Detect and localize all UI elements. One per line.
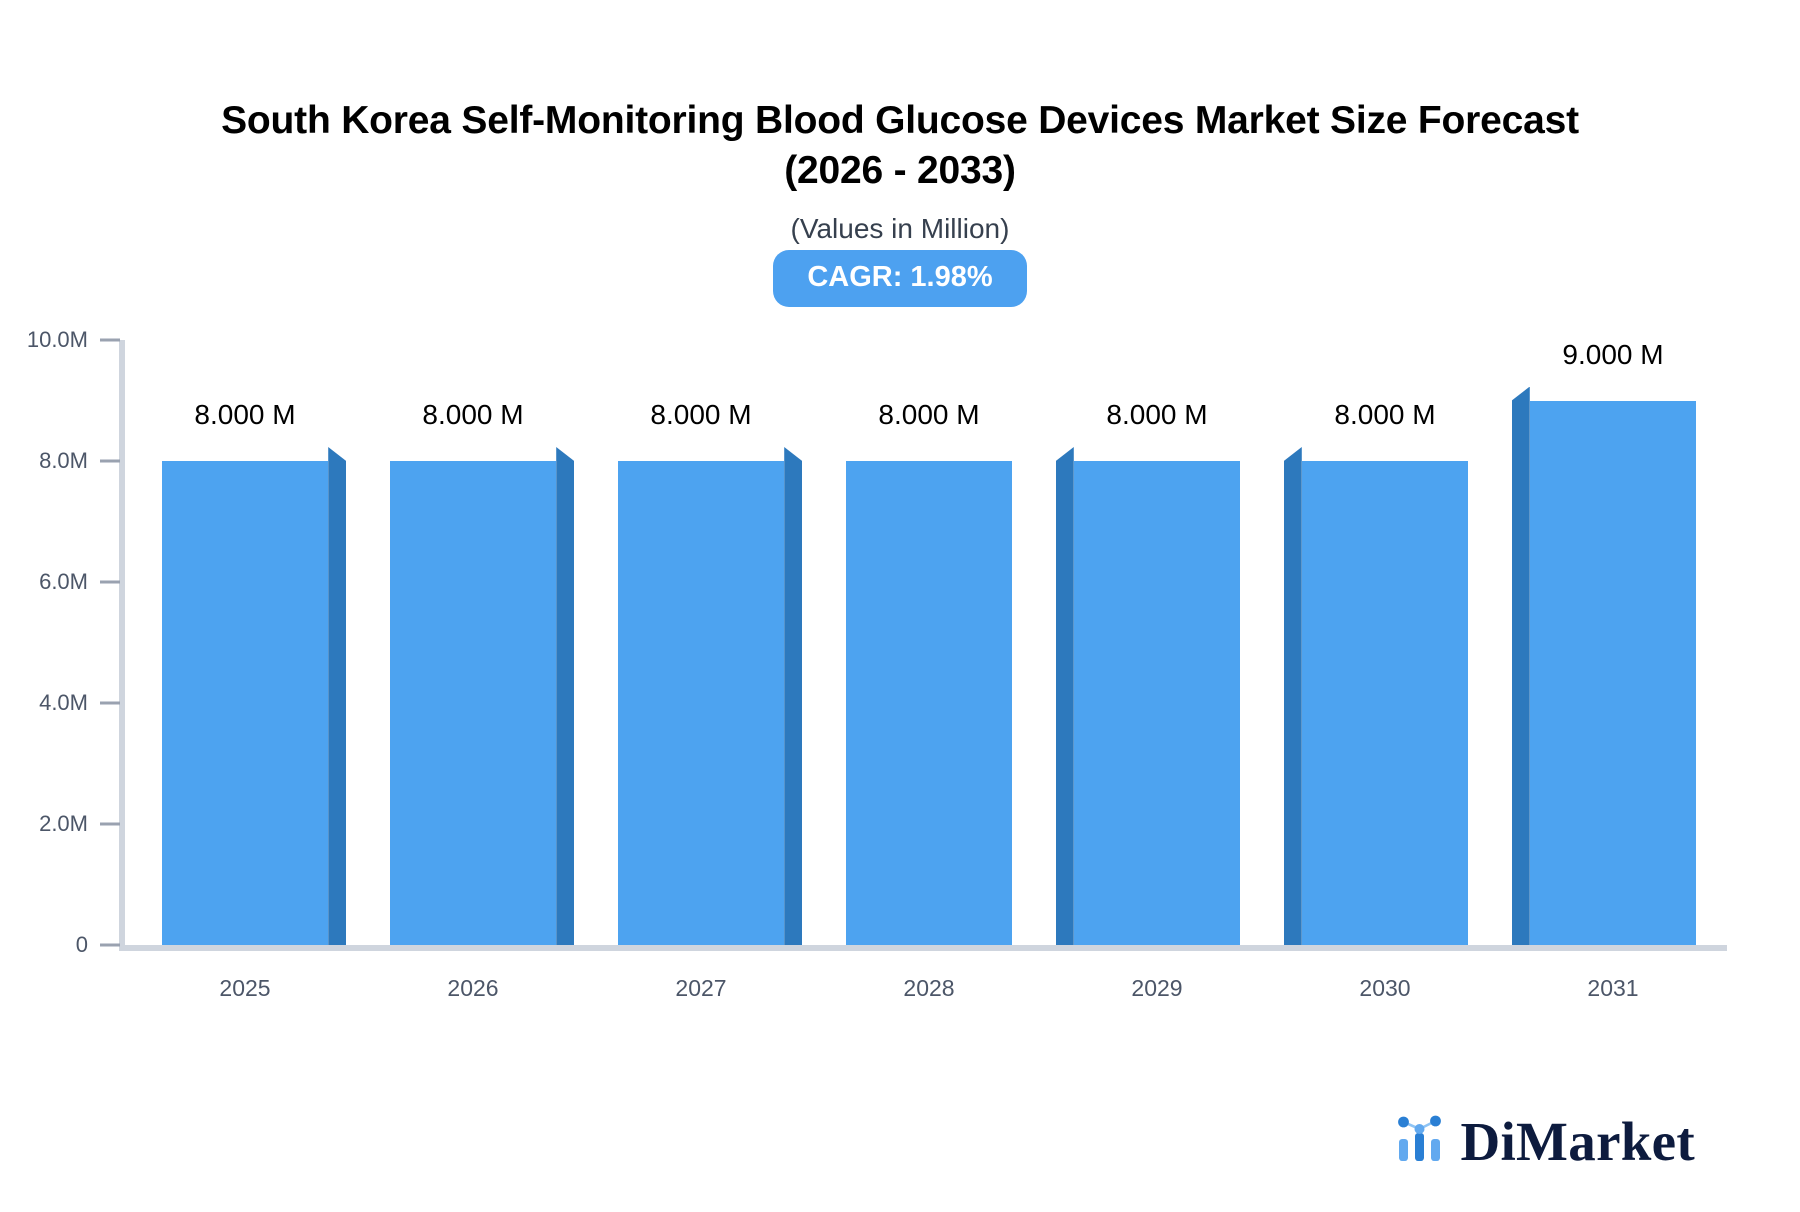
y-axis-tick-mark: [100, 822, 120, 826]
bar-value-label: 8.000 M: [650, 399, 752, 430]
bar-front-face: [389, 461, 557, 945]
brand-logo: DiMarket: [1395, 1113, 1695, 1170]
bar-value-label: 8.000 M: [194, 399, 296, 430]
chart-title: South Korea Self-Monitoring Blood Glucos…: [221, 99, 1579, 192]
bar-value-label: 8.000 M: [1106, 399, 1208, 430]
chart-header: South Korea Self-Monitoring Blood Glucos…: [120, 96, 1680, 307]
bar-side-face: [328, 447, 347, 945]
bar-front-face: [161, 461, 329, 945]
chart-subtitle: (Values in Million): [790, 212, 1010, 244]
x-axis-tick-label: 2030: [1359, 975, 1411, 1001]
bar-2025[interactable]: [144, 447, 347, 945]
y-axis-tick-mark: [100, 580, 120, 584]
x-axis-tick-label: 2026: [447, 975, 499, 1001]
bar-2026[interactable]: [372, 447, 575, 945]
cagr-badge[interactable]: CAGR: 1.98%: [773, 250, 1027, 307]
y-axis-tick-mark: [100, 459, 120, 463]
bar-side-face: [1283, 447, 1302, 945]
bar-2029[interactable]: [1055, 447, 1258, 945]
bar-front-face: [845, 461, 1013, 945]
bar-value-label: 9.000 M: [1562, 338, 1664, 370]
bar-value-label: 8.000 M: [422, 399, 524, 430]
bar-2028[interactable]: [828, 447, 1030, 945]
bar-side-face: [1511, 386, 1530, 945]
bar-front-face: [617, 461, 785, 945]
bar-front-face: [1301, 461, 1469, 945]
bar-side-face: [1055, 447, 1074, 945]
bar-side-face: [784, 447, 803, 945]
y-axis-tick-label: 0: [75, 932, 88, 957]
bar-front-face: [1073, 461, 1241, 945]
x-axis-tick-label: 2031: [1587, 975, 1639, 1001]
bar-value-label: 8.000 M: [1334, 399, 1436, 430]
y-axis-tick-label: 10.0M: [26, 327, 88, 352]
cagr-badge-container: CAGR: 1.98%: [120, 250, 1680, 307]
x-axis-tick-label: 2028: [903, 975, 955, 1001]
bar-value-label: 8.000 M: [878, 399, 980, 430]
bar-side-face: [556, 447, 575, 945]
bar-2030[interactable]: [1283, 447, 1486, 945]
y-axis-tick-label: 6.0M: [39, 569, 88, 594]
y-axis-line: [119, 340, 125, 951]
y-axis-tick-label: 4.0M: [39, 690, 88, 715]
y-axis-tick-mark: [100, 943, 120, 947]
x-axis-line: [119, 945, 1727, 951]
y-axis-tick-label: 8.0M: [39, 448, 88, 473]
x-axis-tick-label: 2027: [675, 975, 727, 1001]
y-axis-tick-label: 2.0M: [39, 811, 88, 836]
logo-text: DiMarket: [1460, 1111, 1695, 1172]
x-axis-tick-label: 2029: [1131, 975, 1183, 1001]
y-axis-tick-mark: [100, 701, 120, 705]
bar-front-face: [1529, 400, 1697, 945]
bar-2031[interactable]: [1511, 386, 1714, 945]
bar-chart-dots-icon: [1395, 1113, 1447, 1170]
bar-2027[interactable]: [600, 447, 803, 945]
x-axis-tick-label: 2025: [219, 975, 271, 1001]
y-axis-tick-mark: [100, 338, 120, 342]
